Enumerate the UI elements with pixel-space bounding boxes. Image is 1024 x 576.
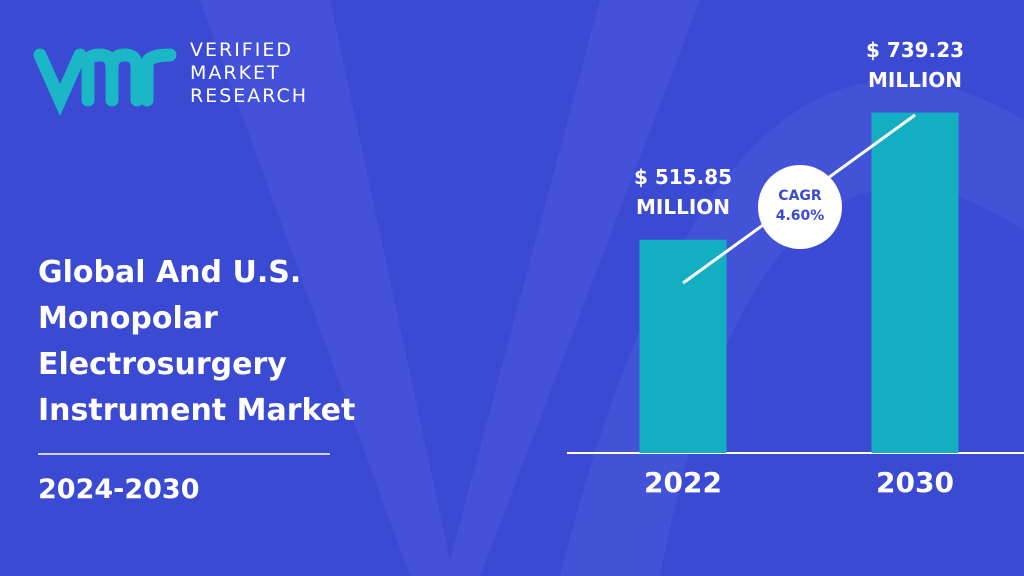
logo-text: VERIFIED xyxy=(190,39,293,61)
value-label: $ 515.85 MILLION xyxy=(633,164,733,219)
cagr-label: CAGR 4.60% xyxy=(775,188,825,224)
bar xyxy=(639,239,727,453)
period: 2024-2030 xyxy=(38,474,200,505)
value-label: $ 739.23 MILLION xyxy=(865,37,965,92)
x-tick-label: 2022 xyxy=(644,466,722,499)
x-tick-label: 2030 xyxy=(876,466,954,499)
logo-mark xyxy=(33,48,177,117)
title: Global And U.S. Monopolar Electrosurgery… xyxy=(38,255,356,428)
logo-text: MARKET xyxy=(190,62,281,84)
cagr-circle xyxy=(758,165,842,249)
bg-shape xyxy=(200,0,700,576)
bar xyxy=(871,112,959,453)
logo-text: RESEARCH xyxy=(190,85,308,107)
